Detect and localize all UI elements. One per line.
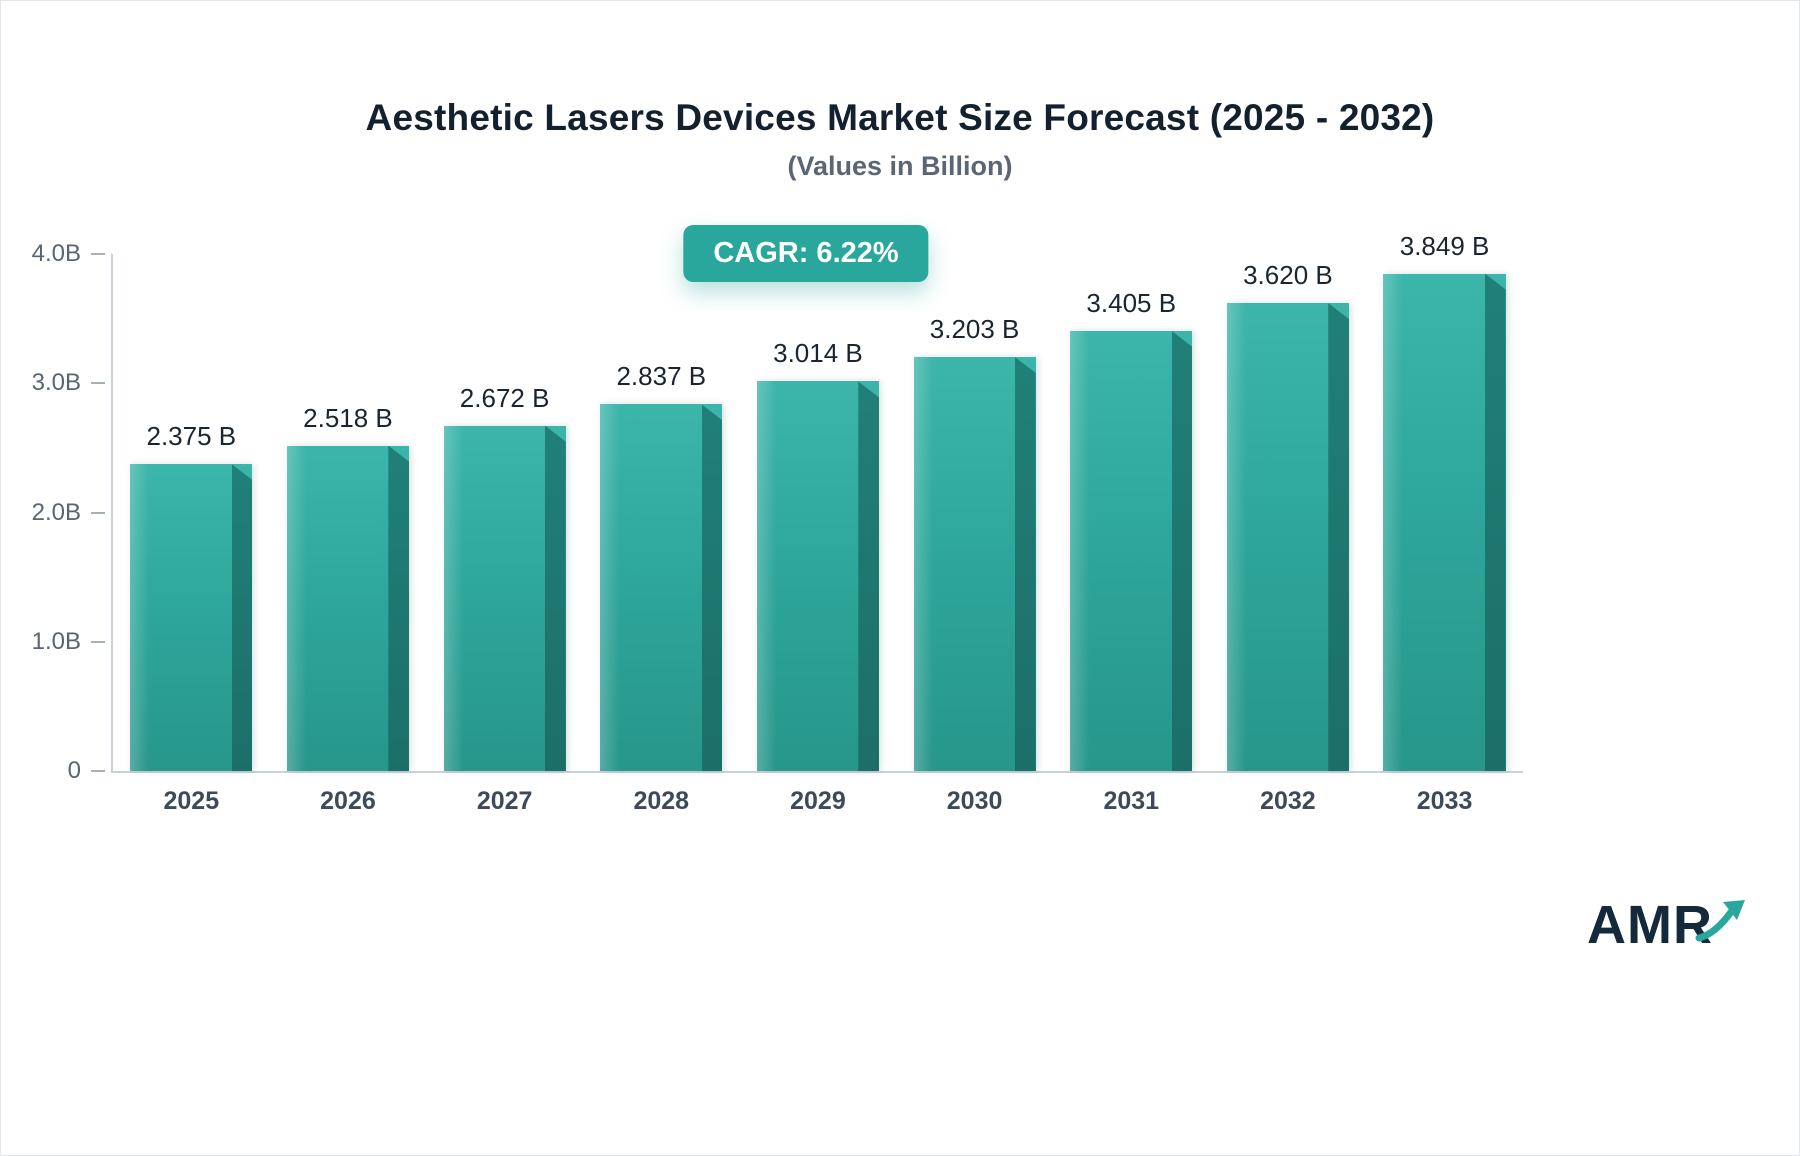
bar-value-label: 3.405 B <box>1086 287 1177 318</box>
bar-column: 2.375 B 2025 <box>113 254 270 815</box>
chart-title: Aesthetic Lasers Devices Market Size For… <box>365 97 1435 138</box>
bar-column: 3.405 B 2031 <box>1053 254 1210 815</box>
x-axis-label: 2031 <box>1103 787 1160 815</box>
bar-value-label: 3.620 B <box>1243 260 1333 291</box>
chart-subtitle: (Values in Billion) <box>787 151 1013 181</box>
bar-2033[interactable]: 3.849 B <box>1383 231 1506 772</box>
bar-column: 3.849 B 2033 <box>1366 231 1523 815</box>
cagr-badge: CAGR: 6.22% <box>683 225 929 282</box>
x-axis-label: 2029 <box>790 787 846 815</box>
y-axis-tick-mark <box>91 770 105 772</box>
y-axis-tick-label: 1.0B <box>31 627 81 655</box>
bar-2026[interactable]: 2.518 B <box>286 403 410 772</box>
bar-column: 3.203 B 2030 <box>896 254 1053 815</box>
bar-column: 2.837 B 2028 <box>583 254 740 815</box>
plot-area: 4.0B 3.0B 2.0B 1.0B 0 2.375 B 2025 2.518 B 2026… <box>32 231 1523 815</box>
bar-2031[interactable]: 3.405 B <box>1070 288 1193 772</box>
bar-value-label: 3.014 B <box>773 338 863 369</box>
y-axis-tick: 4.0B <box>32 240 105 268</box>
y-axis-tick-mark <box>91 640 105 643</box>
x-axis-label: 2027 <box>476 787 533 815</box>
bar-2029[interactable]: 3.014 B <box>756 338 880 771</box>
y-axis-tick-label: 0 <box>67 757 81 784</box>
bar-2032[interactable]: 3.620 B <box>1226 260 1350 771</box>
bar-value-label: 2.672 B <box>459 382 550 413</box>
bar-2030[interactable]: 3.203 B <box>913 314 1036 771</box>
y-axis-ticks: 4.0B 3.0B 2.0B 1.0B 0 <box>17 240 113 784</box>
bar-value-label: 2.518 B <box>303 402 393 433</box>
bar-2028[interactable]: 2.837 B <box>600 361 723 771</box>
y-axis-tick-label: 3.0B <box>31 369 81 397</box>
y-axis-tick-mark <box>91 253 105 255</box>
logo-arrow-icon <box>1695 900 1745 942</box>
amr-logo: AMR <box>1587 894 1747 956</box>
y-axis-tick: 2.0B <box>32 499 105 527</box>
bar-column: 2.672 B 2027 <box>426 254 583 815</box>
y-axis-tick-label: 4.0B <box>31 240 81 267</box>
bar-column: 2.518 B 2026 <box>270 254 427 815</box>
y-axis-tick: 3.0B <box>32 369 105 397</box>
x-axis-label: 2033 <box>1416 787 1473 815</box>
bar-value-label: 3.203 B <box>929 314 1020 345</box>
bar-value-label: 2.837 B <box>616 361 707 392</box>
bar-2027[interactable]: 2.672 B <box>443 383 566 772</box>
x-axis-label: 2026 <box>320 787 376 815</box>
bar-column: 3.014 B 2029 <box>740 254 897 815</box>
bar-value-label: 3.849 B <box>1399 230 1490 261</box>
bar-column: 3.620 B 2032 <box>1210 254 1367 815</box>
y-axis-tick-label: 2.0B <box>31 498 81 526</box>
y-axis-tick-mark <box>91 382 105 385</box>
x-axis-label: 2025 <box>163 787 220 815</box>
x-axis-label: 2028 <box>633 787 690 815</box>
x-axis-label: 2032 <box>1260 787 1316 815</box>
logo-text: AMR <box>1587 895 1713 955</box>
bar-2025[interactable]: 2.375 B <box>130 421 253 771</box>
y-axis-tick: 1.0B <box>32 628 105 656</box>
bar-value-label: 2.375 B <box>146 421 237 452</box>
y-axis-tick: 0 <box>68 757 105 785</box>
y-axis-tick-mark <box>91 511 105 514</box>
x-axis-label: 2030 <box>946 787 1003 815</box>
